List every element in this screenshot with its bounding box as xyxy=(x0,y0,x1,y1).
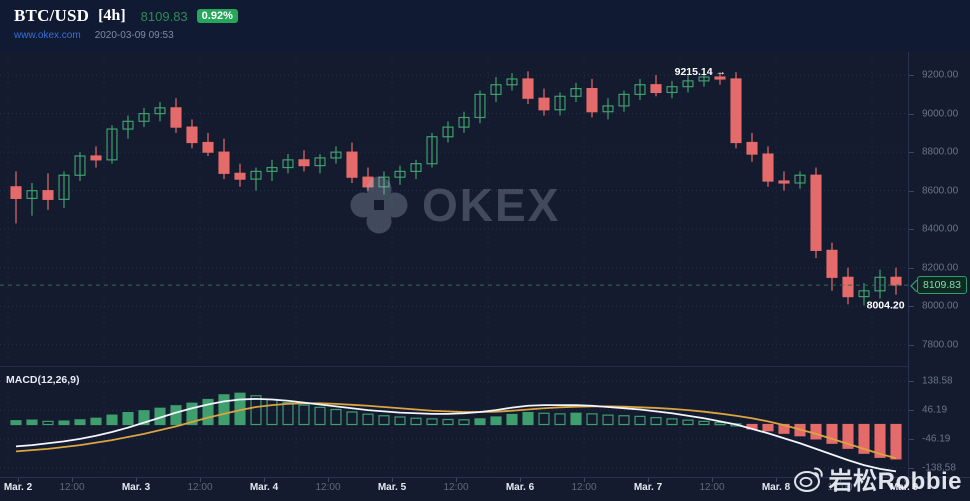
time-axis-tick xyxy=(904,478,905,482)
axis-tick xyxy=(909,306,914,308)
time-axis-date-label: Mar. 3 xyxy=(121,482,151,493)
time-axis-hour-label: 12:00 xyxy=(59,482,85,493)
axis-tick xyxy=(909,438,914,440)
change-percent-badge: 0.92% xyxy=(196,9,238,23)
price-badge-notch-icon xyxy=(910,279,918,293)
price-annotation: 8004.20 → xyxy=(867,299,908,311)
time-axis-tick xyxy=(840,478,841,482)
site-link[interactable]: www.okex.com xyxy=(14,30,81,41)
price-axis-label: 9200.00 xyxy=(922,69,959,81)
time-axis-tick xyxy=(584,478,585,482)
time-axis-date-label: Mar. 5 xyxy=(377,482,407,493)
time-axis-tick xyxy=(520,478,521,482)
time-axis-tick xyxy=(776,478,777,482)
time-axis-date-label: Mar. 6 xyxy=(505,482,535,493)
time-axis-hour-label: 12:00 xyxy=(187,482,213,493)
time-axis-tick xyxy=(72,478,73,482)
current-price-badge: 8109.83 xyxy=(917,276,967,295)
price-axis-label: 8000.00 xyxy=(922,300,959,312)
timeframe-label: [4h] xyxy=(98,7,126,24)
price-axis-label: 8400.00 xyxy=(922,223,959,235)
price-axis-label: 9000.00 xyxy=(922,108,959,120)
price-axis[interactable]: 9200.00 9000.00 8800.00 8600.00 8400.00 8200.… xyxy=(908,52,970,477)
time-axis-tick xyxy=(18,478,19,482)
price-chart-pane[interactable]: 9215.14 → 8004.20 → xyxy=(0,52,908,364)
time-axis-tick xyxy=(392,478,393,482)
price-axis-label: 8600.00 xyxy=(922,185,959,197)
axis-tick xyxy=(909,152,914,154)
time-axis-tick xyxy=(712,478,713,482)
time-axis-tick xyxy=(200,478,201,482)
time-axis-tick xyxy=(136,478,137,482)
time-axis-date-label: Mar. 9 xyxy=(889,482,919,493)
pane-divider xyxy=(0,366,908,367)
axis-tick xyxy=(909,190,914,192)
price-axis-label: 8200.00 xyxy=(922,262,959,274)
header-primary-row: BTC/USD [4h] 8109.83 0.92% xyxy=(14,6,238,26)
axis-tick xyxy=(909,344,914,346)
axis-tick xyxy=(909,467,914,469)
macd-axis-label: 138.58 xyxy=(922,375,953,387)
macd-axis-label: -46.19 xyxy=(922,433,951,445)
time-axis-tick xyxy=(264,478,265,482)
time-axis-tick xyxy=(456,478,457,482)
header-secondary-row: www.okex.com 2020-03-09 09:53 xyxy=(14,30,174,41)
time-axis-hour-label: 12:00 xyxy=(571,482,597,493)
time-axis-date-label: Mar. 4 xyxy=(249,482,279,493)
time-axis-tick xyxy=(328,478,329,482)
macd-axis-label: 46.19 xyxy=(922,404,948,416)
time-axis-hour-label: 12:00 xyxy=(699,482,725,493)
symbol-label: BTC/USD xyxy=(14,6,90,25)
macd-chart-pane[interactable] xyxy=(0,372,908,477)
time-axis-date-label: Mar. 7 xyxy=(633,482,663,493)
axis-tick xyxy=(909,75,914,77)
time-axis-hour-label: 12:00 xyxy=(315,482,341,493)
axis-tick xyxy=(909,113,914,115)
macd-series xyxy=(0,372,908,477)
last-price-label: 8109.83 xyxy=(140,8,188,24)
timestamp-label: 2020-03-09 09:53 xyxy=(94,30,174,41)
axis-tick xyxy=(909,410,914,412)
axis-tick xyxy=(909,267,914,269)
candlestick-series: 9215.14 → 8004.20 → xyxy=(0,52,908,364)
axis-tick xyxy=(909,381,914,383)
time-axis-tick xyxy=(648,478,649,482)
time-axis-hour-label: 12:00 xyxy=(827,482,853,493)
price-annotation: 9215.14 → xyxy=(675,66,726,78)
axis-tick xyxy=(909,229,914,231)
chart-header: BTC/USD [4h] 8109.83 0.92% www.okex.com … xyxy=(0,0,970,52)
price-axis-label: 7800.00 xyxy=(922,339,959,351)
time-axis-date-label: Mar. 2 xyxy=(3,482,33,493)
price-axis-label: 8800.00 xyxy=(922,146,959,158)
time-axis[interactable]: Mar. 2 12:00 Mar. 3 12:00 Mar. 4 12:00 Mar. 5 1… xyxy=(0,477,970,501)
time-axis-hour-label: 12:00 xyxy=(443,482,469,493)
macd-indicator-label: MACD(12,26,9) xyxy=(6,374,80,386)
macd-axis-label: -138.58 xyxy=(922,462,956,474)
time-axis-date-label: Mar. 8 xyxy=(761,482,791,493)
